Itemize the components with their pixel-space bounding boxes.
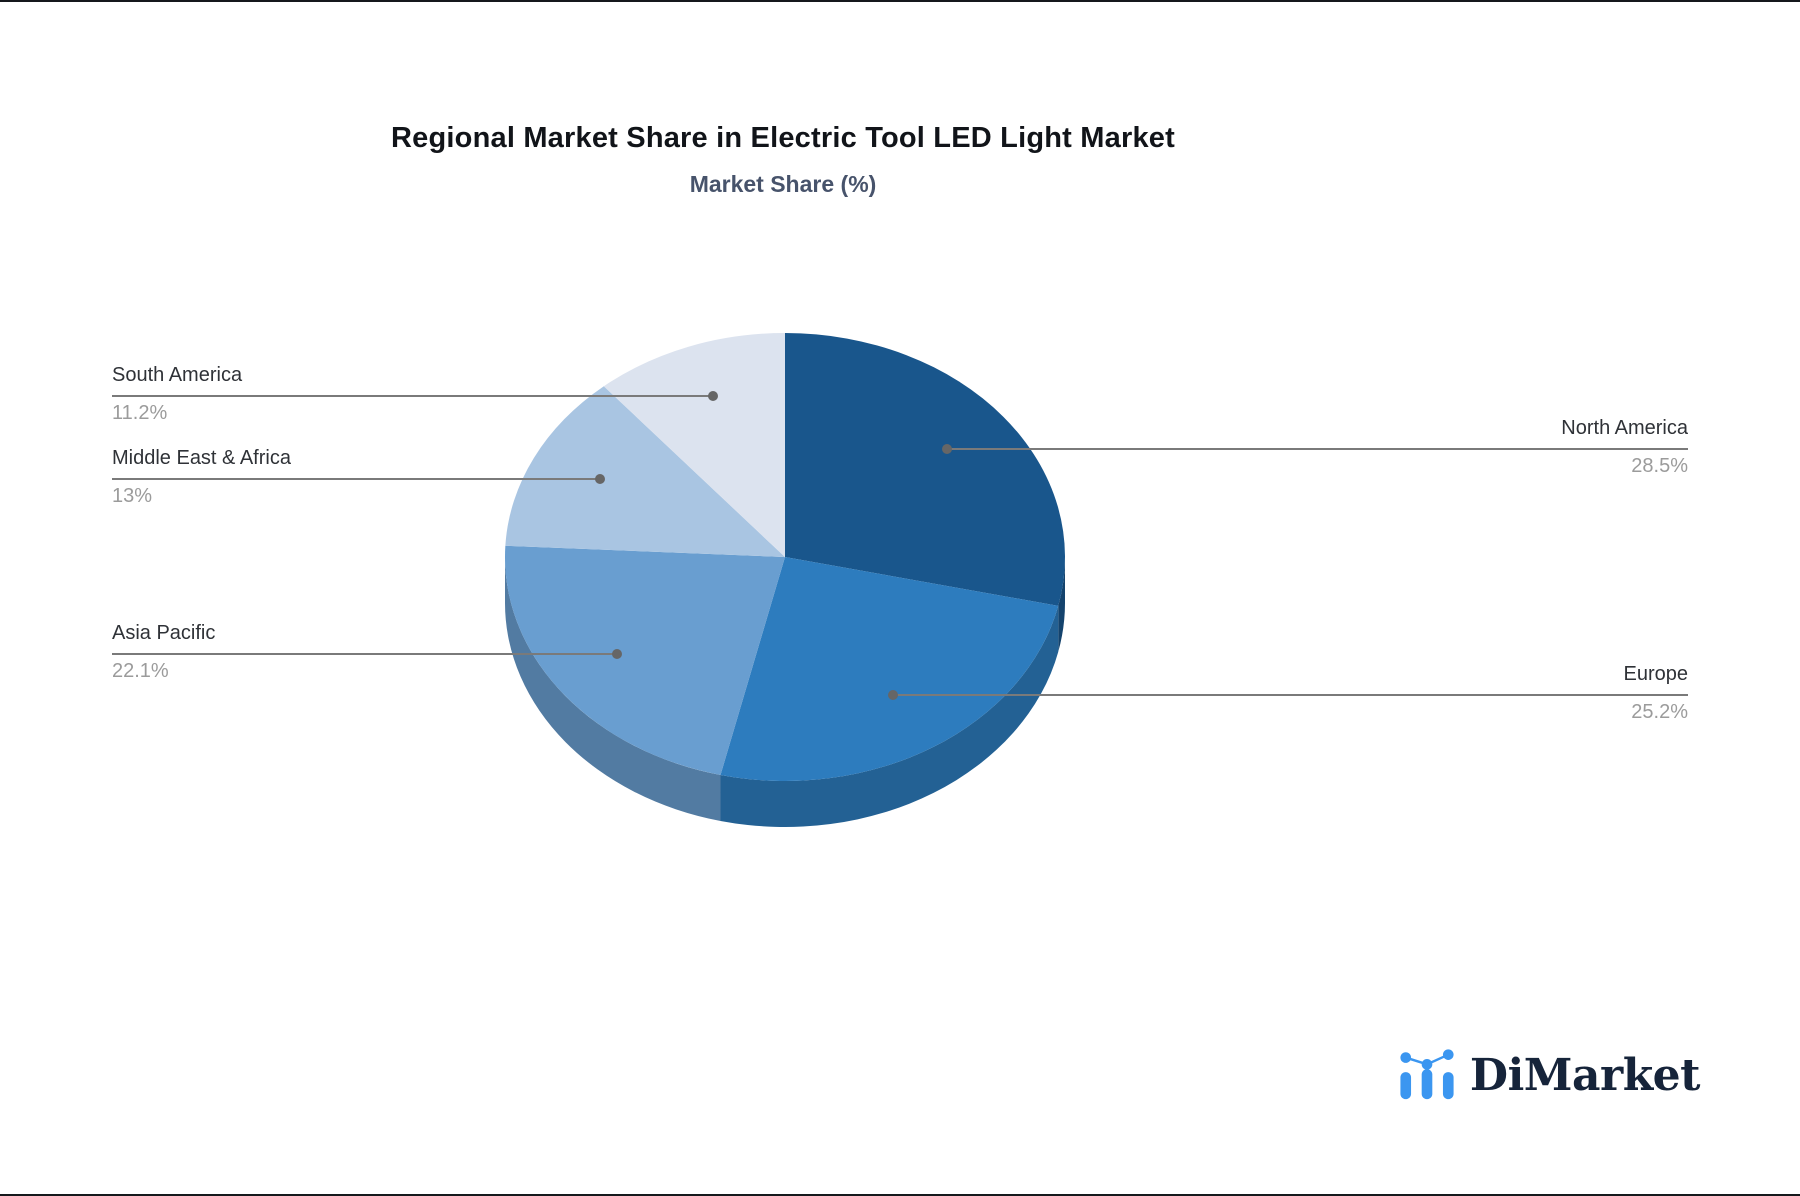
slice-label: North America [1561, 417, 1688, 439]
pie-slice-north-america[interactable] [785, 333, 1065, 606]
callout-middle-east-africa: Middle East & Africa 13% [112, 446, 291, 508]
bar-line-chart-icon [1400, 1049, 1454, 1100]
brand-logo: DiMarket [1398, 1048, 1701, 1102]
chart-subtitle: Market Share (%) [689, 171, 877, 197]
slice-value: 25.2% [1631, 701, 1688, 723]
pie-slice-europe[interactable] [720, 557, 1059, 781]
slice-value: 28.5% [1631, 455, 1688, 477]
callout-dot [888, 690, 898, 700]
slice-value: 13% [112, 485, 153, 507]
callout-europe: Europe 25.2% [1624, 662, 1689, 724]
pie-slice-side [1058, 557, 1065, 652]
slice-value: 22.1% [112, 660, 169, 682]
pie-slice-side [720, 605, 1059, 827]
callout-north-america: North America 28.5% [1561, 416, 1688, 478]
callout-dot [595, 474, 605, 484]
pie-slice-side [505, 557, 721, 821]
slice-label: Europe [1623, 663, 1689, 685]
brand-logo-text: DiMarket [1469, 1050, 1701, 1101]
callout-dot [612, 649, 622, 659]
pie-slice-middle-east-africa[interactable] [505, 386, 785, 557]
callout-dot [708, 391, 718, 401]
slice-value: 11.2% [112, 402, 168, 424]
chart-title: Regional Market Share in Electric Tool L… [391, 122, 1175, 154]
callout-south-america: South America 11.2% [112, 363, 242, 425]
slice-label: South America [112, 364, 243, 386]
callout-dot [942, 444, 952, 454]
pie-slice-south-america[interactable] [603, 333, 785, 557]
slice-label: Asia Pacific [112, 622, 216, 644]
callout-asia-pacific: Asia Pacific 22.1% [112, 621, 215, 683]
pie-slice-asia-pacific[interactable] [504, 545, 785, 775]
slice-label: Middle East & Africa [112, 447, 291, 469]
